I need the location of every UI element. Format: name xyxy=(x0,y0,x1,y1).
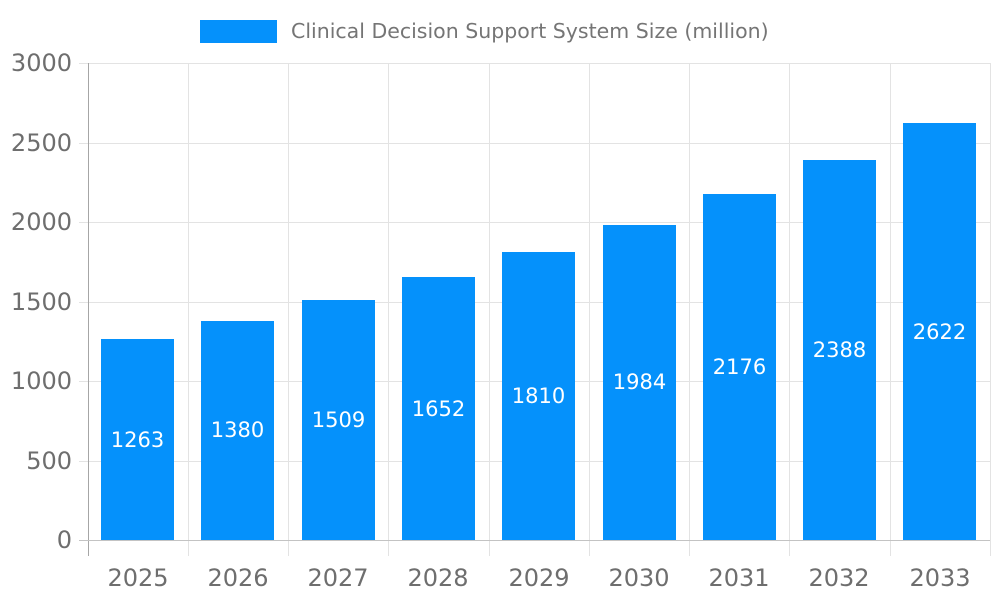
x-axis-tick-label: 2029 xyxy=(508,564,570,592)
x-gridline xyxy=(489,63,490,556)
x-axis-tick-label: 2028 xyxy=(407,564,469,592)
y-gridline xyxy=(78,143,990,144)
legend-item[interactable]: Clinical Decision Support System Size (m… xyxy=(200,19,769,43)
y-axis-line xyxy=(88,63,89,556)
bar[interactable] xyxy=(201,321,274,540)
x-gridline xyxy=(890,63,891,556)
x-axis-tick-label: 2032 xyxy=(808,564,870,592)
y-axis-tick-label: 500 xyxy=(26,447,72,475)
y-axis-tick-label: 1000 xyxy=(10,367,72,395)
bar[interactable] xyxy=(603,225,676,540)
bar[interactable] xyxy=(803,160,876,540)
legend-label: Clinical Decision Support System Size (m… xyxy=(291,19,769,43)
bar[interactable] xyxy=(502,252,575,540)
x-axis-tick-label: 2025 xyxy=(107,564,169,592)
y-gridline xyxy=(78,222,990,223)
y-gridline xyxy=(78,63,990,64)
y-axis-tick-label: 2000 xyxy=(10,208,72,236)
x-axis-tick-label: 2033 xyxy=(909,564,971,592)
x-gridline xyxy=(188,63,189,556)
legend-swatch xyxy=(200,19,277,43)
bar[interactable] xyxy=(703,194,776,540)
x-gridline xyxy=(990,63,991,556)
x-gridline xyxy=(288,63,289,556)
y-axis-tick-label: 0 xyxy=(56,526,72,554)
bar[interactable] xyxy=(903,123,976,540)
x-gridline xyxy=(789,63,790,556)
x-axis-tick-label: 2031 xyxy=(708,564,770,592)
y-axis-tick-label: 3000 xyxy=(10,49,72,77)
bar[interactable] xyxy=(402,277,475,540)
y-axis-tick-label: 2500 xyxy=(10,129,72,157)
x-gridline xyxy=(388,63,389,556)
x-axis-line xyxy=(78,540,990,541)
x-axis-tick-label: 2026 xyxy=(207,564,269,592)
bar[interactable] xyxy=(302,300,375,540)
x-gridline xyxy=(589,63,590,556)
x-axis-tick-label: 2027 xyxy=(307,564,369,592)
x-axis-tick-label: 2030 xyxy=(608,564,670,592)
bar[interactable] xyxy=(101,339,174,540)
x-gridline xyxy=(689,63,690,556)
y-axis-tick-label: 1500 xyxy=(10,288,72,316)
